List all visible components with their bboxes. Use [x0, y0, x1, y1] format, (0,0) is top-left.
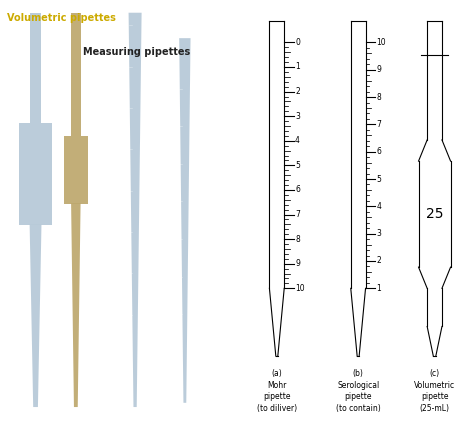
Text: 5: 5 [295, 161, 300, 170]
Text: (c)
Volumetric
pipette
(25-mL): (c) Volumetric pipette (25-mL) [414, 369, 455, 413]
Text: 0: 0 [295, 38, 300, 47]
Polygon shape [179, 38, 191, 403]
FancyBboxPatch shape [71, 13, 81, 136]
Text: 8: 8 [295, 234, 300, 244]
Text: 10: 10 [295, 284, 305, 293]
Text: 7: 7 [295, 210, 300, 219]
Text: (a)
Mohr
pipette
(to diliver): (a) Mohr pipette (to diliver) [257, 369, 297, 413]
Text: 2: 2 [295, 87, 300, 96]
Text: 10: 10 [376, 38, 386, 47]
Text: 3: 3 [295, 112, 300, 121]
Polygon shape [71, 204, 81, 407]
Text: 1: 1 [376, 284, 381, 293]
FancyBboxPatch shape [19, 123, 52, 225]
Text: 3: 3 [376, 229, 381, 238]
Text: 2: 2 [376, 257, 381, 265]
Text: 5: 5 [376, 175, 381, 184]
Text: 8: 8 [376, 92, 381, 102]
Polygon shape [29, 225, 41, 407]
Text: 4: 4 [376, 202, 381, 211]
Text: 6: 6 [295, 185, 300, 195]
Text: 6: 6 [376, 147, 381, 156]
Polygon shape [128, 13, 142, 407]
Text: 9: 9 [295, 259, 300, 268]
Text: 7: 7 [376, 120, 381, 129]
Text: 25: 25 [426, 207, 443, 221]
Text: 4: 4 [295, 136, 300, 145]
FancyBboxPatch shape [29, 13, 41, 123]
Text: Measuring pipettes: Measuring pipettes [83, 47, 190, 57]
Text: Volumetric pipettes: Volumetric pipettes [7, 13, 116, 23]
Text: 9: 9 [376, 65, 381, 74]
FancyBboxPatch shape [64, 136, 88, 204]
Text: 1: 1 [295, 62, 300, 72]
Text: (b)
Serological
pipette
(to contain): (b) Serological pipette (to contain) [336, 369, 381, 413]
